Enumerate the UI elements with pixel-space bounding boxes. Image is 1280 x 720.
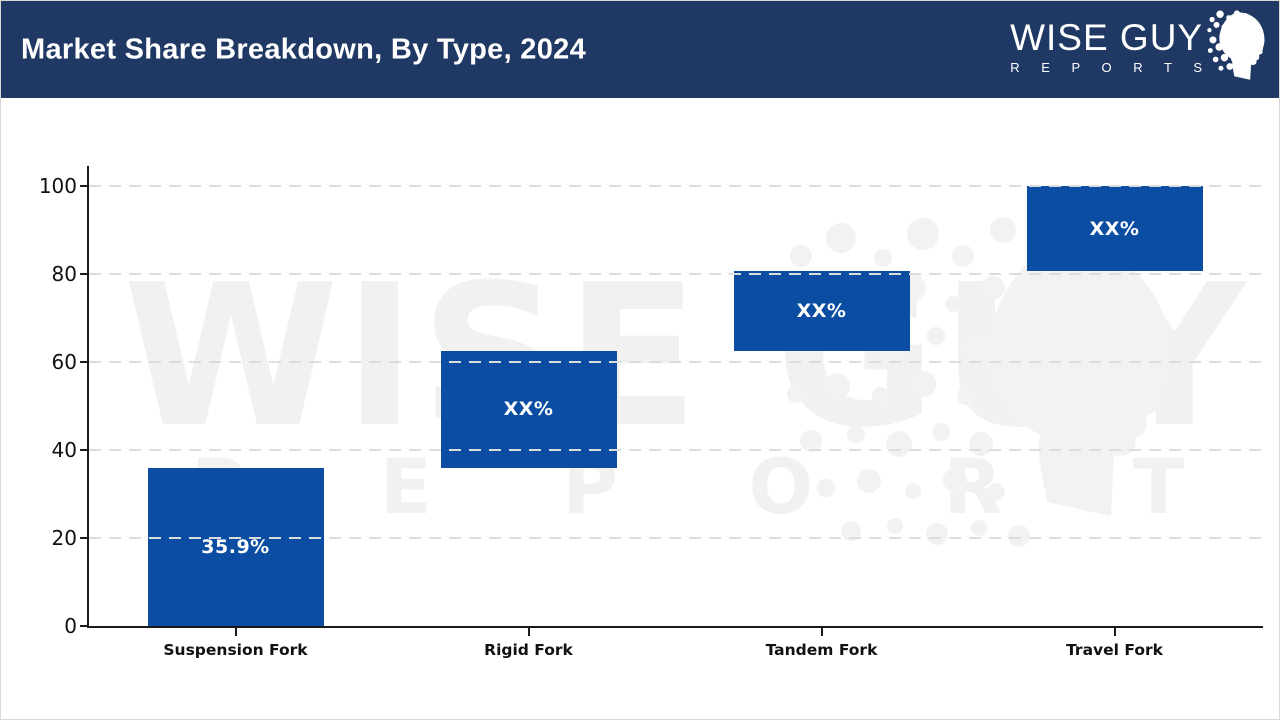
gridline: [89, 185, 1261, 187]
gridline: [89, 361, 1261, 363]
logo-wordmark: WISE GUY: [1010, 17, 1204, 59]
gridline: [89, 537, 1261, 539]
bar-value-label: XX%: [796, 299, 847, 322]
y-tick-mark: [80, 273, 88, 275]
x-tick-mark: [1113, 628, 1116, 636]
x-tick-mark: [820, 628, 823, 636]
y-tick-label: 80: [51, 262, 77, 286]
y-tick-label: 0: [64, 614, 77, 638]
bar-segment: XX%: [1026, 186, 1203, 272]
x-axis-line: [87, 626, 1263, 628]
x-tick-mark: [527, 628, 530, 636]
category-label: Tandem Fork: [765, 641, 878, 659]
gridline: [89, 449, 1261, 451]
bar-value-label: XX%: [1089, 217, 1140, 240]
y-axis-line: [87, 166, 89, 628]
category-label: Suspension Fork: [163, 641, 308, 659]
bar-segment: XX%: [440, 350, 617, 469]
bar-value-label: 35.9%: [201, 536, 270, 558]
y-tick-mark: [80, 449, 88, 451]
y-tick-mark: [80, 625, 88, 627]
bar-segment: XX%: [733, 271, 910, 351]
logo-head-icon: [1207, 10, 1265, 80]
x-tick-mark: [234, 628, 237, 636]
category-label: Travel Fork: [1066, 641, 1163, 659]
category-label: Rigid Fork: [484, 641, 573, 659]
page-title: Market Share Breakdown, By Type, 2024: [21, 33, 587, 65]
bar-segment: 35.9%: [147, 468, 324, 626]
y-tick-label: 40: [51, 438, 77, 462]
y-tick-mark: [80, 361, 88, 363]
y-tick-label: 20: [51, 526, 77, 550]
y-tick-mark: [80, 537, 88, 539]
logo-text: WISE GUY R E P O R T S: [1002, 17, 1211, 75]
y-tick-mark: [80, 185, 88, 187]
logo-subtitle: R E P O R T S: [1010, 59, 1211, 75]
wise-guy-logo: WISE GUY R E P O R T S: [1002, 7, 1267, 87]
gridline: [89, 273, 1261, 275]
header: Market Share Breakdown, By Type, 2024 WI…: [1, 1, 1279, 98]
bar-value-label: XX%: [503, 398, 554, 421]
y-tick-label: 100: [38, 174, 77, 198]
y-tick-label: 60: [51, 350, 77, 374]
